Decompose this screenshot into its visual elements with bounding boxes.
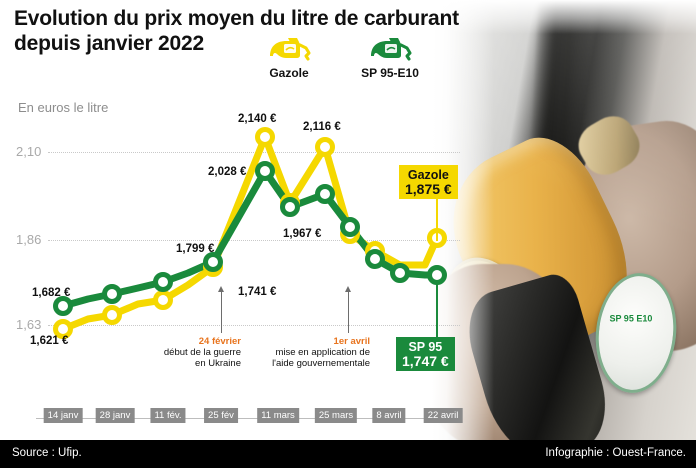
x-tick-8-avril: 8 avril: [372, 408, 406, 423]
series-points-sp95: [53, 161, 447, 316]
x-tick-22-avril: 22 avril: [423, 408, 463, 423]
callout-leader-gazole: [436, 195, 438, 241]
fuel-pump-icon: [270, 38, 311, 61]
x-tick-11-mars: 11 mars: [257, 408, 299, 423]
callout-sp95-value: 1,747 €: [402, 353, 449, 369]
y-tick-186: 1,86: [16, 232, 42, 247]
event-text-war: début de la guerre en Ukraine: [163, 347, 241, 369]
event-text-aid: mise en application de l'aide gouverneme…: [272, 347, 370, 369]
y-tick-210: 2,10: [16, 144, 42, 159]
series-points-gazole: [53, 127, 447, 339]
point-label-sp95-1799: 1,799 €: [176, 243, 215, 255]
gridline-163: [48, 325, 460, 326]
point-label-sp95-1967: 1,967 €: [283, 228, 322, 240]
point-label-gazole-2116: 2,116 €: [303, 121, 341, 133]
callout-sp95-name: SP 95: [408, 340, 443, 354]
point-label-sp95-2028: 2,028 €: [208, 166, 247, 178]
fuel-pump-icon: [371, 38, 412, 61]
chart-plot-area: [53, 127, 447, 339]
point-label-sp95-start: 1,682 €: [32, 287, 71, 299]
event-annotation-war: 24 février début de la guerre en Ukraine: [163, 336, 241, 369]
callout-gazole-name: Gazole: [407, 168, 449, 182]
callout-gazole-value: 1,875 €: [405, 181, 452, 197]
legend-item-sp95: SP 95-E10: [344, 36, 436, 80]
photo-fade-top: [432, 0, 696, 34]
x-axis-rule: [36, 418, 460, 419]
gridline-210: [48, 152, 460, 153]
event-date-24-fevrier: 24 février: [198, 336, 241, 347]
x-tick-11-fev: 11 fév.: [150, 408, 186, 423]
fuel-pump-photo: B7 DIESEL SP 95 E10: [432, 0, 696, 440]
x-tick-14-janv: 14 janv: [43, 408, 83, 423]
footer-credit: Infographie : Ouest-France.: [545, 447, 686, 459]
x-axis: 14 janv 28 janv 11 fév. 25 fév 11 mars 2…: [0, 408, 470, 430]
legend-label-sp95: SP 95-E10: [361, 66, 419, 80]
event-arrow-24-fevrier: [218, 286, 224, 333]
page-title: Evolution du prix moyen du litre de carb…: [14, 7, 459, 55]
point-label-gazole-start: 1,621 €: [30, 335, 69, 347]
legend-item-gazole: Gazole: [252, 36, 326, 80]
x-tick-25-fev: 25 fév: [204, 408, 238, 423]
event-date-1er-avril: 1er avril: [333, 336, 370, 347]
y-tick-163: 1,63: [16, 317, 42, 332]
legend-label-gazole: Gazole: [269, 66, 309, 80]
footer-source: Source : Ufip.: [12, 447, 82, 459]
point-label-gazole-2140: 2,140 €: [238, 113, 277, 125]
x-tick-28-janv: 28 janv: [95, 408, 135, 423]
event-annotation-aid: 1er avril mise en application de l'aide …: [262, 336, 370, 369]
callout-gazole: Gazole 1,875 €: [399, 165, 458, 199]
y-axis-note: En euros le litre: [18, 100, 109, 115]
callout-leader-sp95: [436, 280, 438, 338]
footer-bar: Source : Ufip. Infographie : Ouest-Franc…: [0, 440, 696, 468]
gridline-186: [48, 240, 460, 241]
point-label-gazole-1741: 1,741 €: [238, 286, 277, 298]
x-tick-25-mars: 25 mars: [314, 408, 358, 423]
chart-legend: Gazole SP 95-E10: [252, 36, 432, 88]
event-arrow-1er-avril: [345, 286, 351, 333]
callout-sp95: SP 95 1,747 €: [396, 337, 455, 371]
line-chart: 2,10 1,86 1,63: [0, 113, 470, 348]
